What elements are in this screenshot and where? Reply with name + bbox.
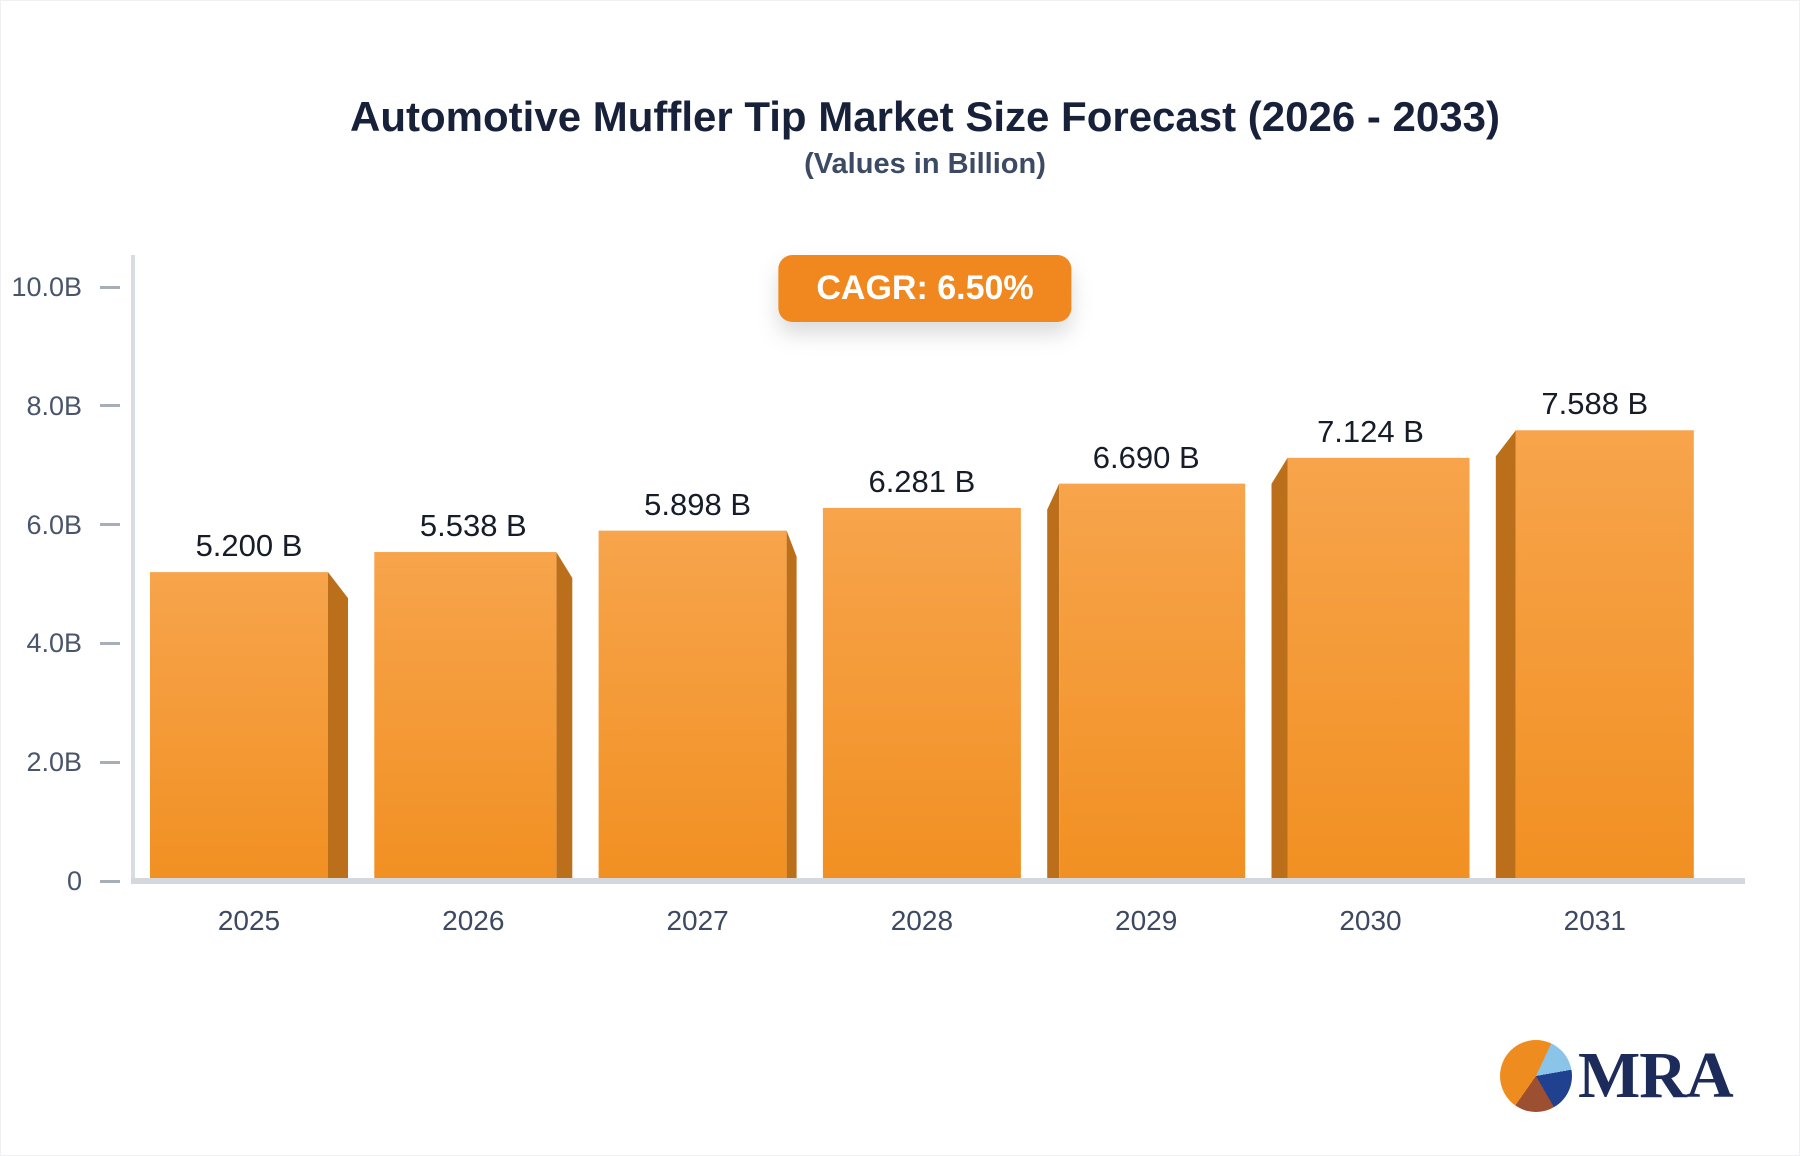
bar-2028 xyxy=(822,507,1021,881)
y-axis-tick-label: 0 xyxy=(66,866,82,896)
bar-2027 xyxy=(598,530,787,881)
y-axis-tick xyxy=(100,879,120,883)
chart-subtitle: (Values in Billion) xyxy=(804,148,1046,180)
bar-2030 xyxy=(1287,457,1470,881)
y-axis-tick xyxy=(100,404,120,408)
cagr-badge: CAGR: 6.50% xyxy=(778,255,1072,322)
x-axis-label-2031: 2031 xyxy=(1563,905,1626,936)
x-axis-label-2029: 2029 xyxy=(1115,905,1178,936)
y-axis-tick xyxy=(100,760,120,764)
y-axis-tick-label: 2.0B xyxy=(26,747,82,778)
mra-logo: MRA xyxy=(1500,1039,1734,1112)
y-axis-tick-label: 4.0B xyxy=(26,628,82,659)
bar-value-label-2030: 7.124 B xyxy=(1317,413,1424,449)
x-axis-label-2027: 2027 xyxy=(666,905,729,936)
bar-2026 xyxy=(374,552,557,881)
bar-value-label-2025: 5.200 B xyxy=(195,528,303,564)
bar-value-label-2028: 6.281 B xyxy=(868,463,976,499)
bar-value-label-2026: 5.538 B xyxy=(419,508,527,544)
y-axis-tick-label: 10.0B xyxy=(11,272,82,302)
bar-value-label-2029: 6.690 B xyxy=(1092,439,1200,475)
y-axis-line xyxy=(131,255,135,884)
y-axis-tick xyxy=(100,641,120,645)
y-axis-tick-label: 8.0B xyxy=(26,390,82,421)
chart-title: Automotive Muffler Tip Market Size Forec… xyxy=(350,93,1500,140)
bar-2029 xyxy=(1059,483,1246,881)
x-axis-label-2025: 2025 xyxy=(217,905,281,936)
y-axis-tick xyxy=(100,523,120,527)
x-axis-label-2026: 2026 xyxy=(442,905,505,936)
bar-value-label-2027: 5.898 B xyxy=(644,486,752,522)
x-axis-baseline xyxy=(131,878,1745,884)
y-axis-tick xyxy=(100,285,120,289)
y-axis-tick-label: 6.0B xyxy=(26,509,82,540)
x-axis-label-2028: 2028 xyxy=(890,905,954,936)
bar-2025 xyxy=(150,572,328,881)
pie-chart-logo-icon xyxy=(1500,1040,1572,1112)
bar-2031 xyxy=(1515,430,1694,881)
bar-value-label-2031: 7.588 B xyxy=(1541,386,1649,422)
logo-text: MRA xyxy=(1578,1039,1734,1112)
x-axis-label-2030: 2030 xyxy=(1339,905,1402,936)
